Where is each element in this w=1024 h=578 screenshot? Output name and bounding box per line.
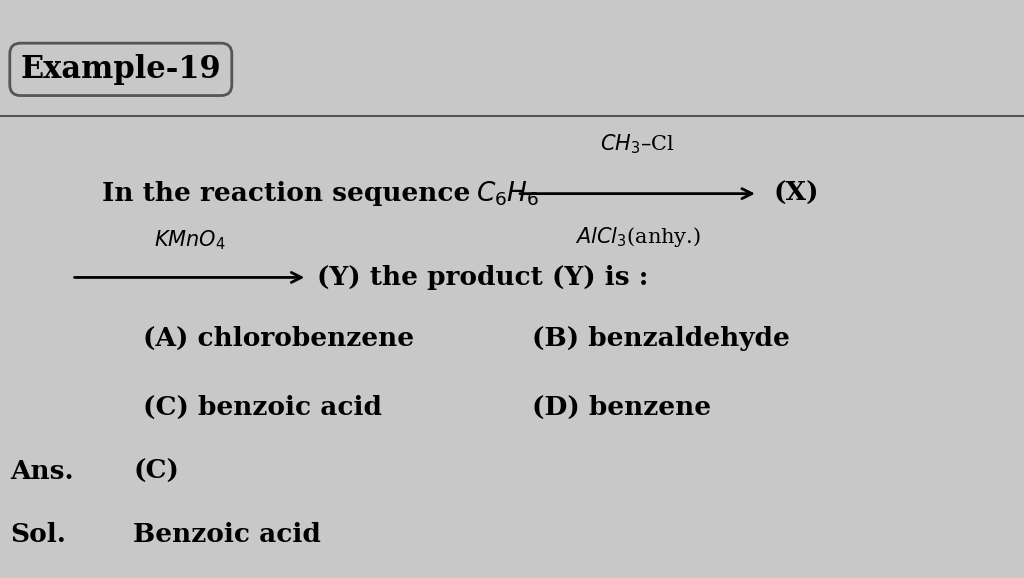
Text: (Y) the product (Y) is :: (Y) the product (Y) is : [317, 265, 649, 290]
Text: (X): (X) [773, 181, 818, 206]
Text: Example-19: Example-19 [20, 54, 221, 85]
Text: Benzoic acid: Benzoic acid [133, 522, 321, 547]
Text: (C): (C) [133, 458, 179, 484]
Text: (B) benzaldehyde: (B) benzaldehyde [532, 325, 791, 351]
Text: (A) chlorobenzene: (A) chlorobenzene [143, 325, 415, 351]
Text: (C) benzoic acid: (C) benzoic acid [143, 395, 382, 420]
Text: $AlCl_3$(anhy.): $AlCl_3$(anhy.) [574, 225, 700, 249]
Text: $C_6H_6$: $C_6H_6$ [476, 179, 540, 208]
Text: Sol.: Sol. [10, 522, 67, 547]
Text: Ans.: Ans. [10, 458, 74, 484]
Text: (D) benzene: (D) benzene [532, 395, 712, 420]
Text: In the reaction sequence: In the reaction sequence [102, 181, 480, 206]
Text: $CH_3$–Cl: $CH_3$–Cl [600, 133, 675, 156]
Text: $KMnO_4$: $KMnO_4$ [154, 228, 225, 251]
